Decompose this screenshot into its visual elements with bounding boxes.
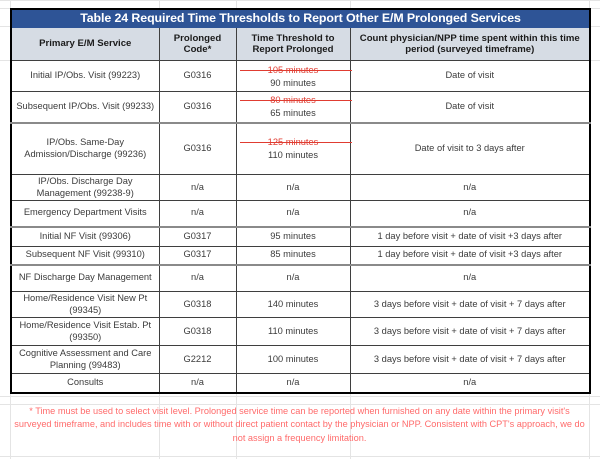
prolonged-services-table: Table 24 Required Time Thresholds to Rep… <box>10 8 592 394</box>
table-container: Table 24 Required Time Thresholds to Rep… <box>10 8 592 445</box>
column-header-prolonged-code: Prolonged Code* <box>158 27 237 61</box>
cell-threshold: 105 minutes 90 minutes <box>235 60 352 92</box>
cell-count-period: n/a <box>349 264 591 292</box>
table-body: Initial IP/Obs. Visit (99223) G0316 105 … <box>10 60 591 393</box>
cell-threshold: n/a <box>235 174 351 201</box>
cell-threshold: 85 minutes <box>235 246 351 266</box>
table-row: Cognitive Assessment and Care Planning (… <box>10 345 591 374</box>
cell-threshold: 140 minutes <box>235 291 351 318</box>
table-title-row: Table 24 Required Time Thresholds to Rep… <box>10 8 591 28</box>
column-header-count-period: Count physician/NPP time spent within th… <box>349 27 591 61</box>
cell-code: G0318 <box>158 291 237 318</box>
cell-count-period: 1 day before visit + date of visit +3 da… <box>349 225 591 247</box>
cell-count-period: 3 days before visit + date of visit + 7 … <box>349 345 591 374</box>
cell-count-period: Date of visit to 3 days after <box>349 121 591 175</box>
table-title: Table 24 Required Time Thresholds to Rep… <box>10 8 591 28</box>
cell-threshold: n/a <box>235 200 351 227</box>
cell-code: G0317 <box>158 225 237 247</box>
cell-code: G0317 <box>158 246 237 266</box>
threshold-old-value: 80 minutes <box>237 94 352 106</box>
cell-service: IP/Obs. Discharge Day Management (99238-… <box>10 174 160 201</box>
cell-threshold: 110 minutes <box>235 317 351 346</box>
table-row: NF Discharge Day Management n/a n/a n/a <box>10 264 591 292</box>
cell-service: Subsequent IP/Obs. Visit (99233) <box>10 91 160 123</box>
cell-count-period: n/a <box>349 174 591 201</box>
column-header-primary-service: Primary E/M Service <box>10 27 160 61</box>
cell-threshold: 125 minutes 110 minutes <box>235 121 352 175</box>
cell-count-period: 1 day before visit + date of visit +3 da… <box>349 246 591 266</box>
cell-code: n/a <box>158 200 237 227</box>
cell-count-period: 3 days before visit + date of visit + 7 … <box>349 317 591 346</box>
cell-threshold: n/a <box>235 264 351 292</box>
cell-count-period: n/a <box>349 200 591 227</box>
cell-code: G0316 <box>158 60 237 92</box>
table-footnote: * Time must be used to select visit leve… <box>14 405 585 443</box>
cell-code: n/a <box>158 264 237 292</box>
table-row: Initial NF Visit (99306) G0317 95 minute… <box>10 225 591 247</box>
cell-code: G0316 <box>158 91 237 123</box>
cell-count-period: Date of visit <box>349 91 591 123</box>
cell-service: Home/Residence Visit New Pt (99345) <box>10 291 160 318</box>
cell-service: NF Discharge Day Management <box>10 264 160 292</box>
cell-service: Initial NF Visit (99306) <box>10 225 160 247</box>
cell-service: Subsequent NF Visit (99310) <box>10 246 160 266</box>
cell-service: Consults <box>10 373 160 393</box>
cell-count-period: 3 days before visit + date of visit + 7 … <box>349 291 591 318</box>
cell-count-period: Date of visit <box>349 60 591 92</box>
cell-service: IP/Obs. Same-Day Admission/Discharge (99… <box>10 121 160 175</box>
column-header-time-threshold: Time Threshold to Report Prolonged <box>235 27 351 61</box>
table-row: IP/Obs. Same-Day Admission/Discharge (99… <box>10 121 591 175</box>
threshold-new-value: 90 minutes <box>270 77 316 88</box>
table-row: IP/Obs. Discharge Day Management (99238-… <box>10 174 591 201</box>
cell-code: G2212 <box>158 345 237 374</box>
cell-service: Emergency Department Visits <box>10 200 160 227</box>
grid-row-line <box>0 0 600 1</box>
table-row: Home/Residence Visit New Pt (99345) G031… <box>10 291 591 318</box>
threshold-new-value: 110 minutes <box>268 150 318 161</box>
cell-threshold: 100 minutes <box>235 345 351 374</box>
table-row: Subsequent IP/Obs. Visit (99233) G0316 8… <box>10 91 591 123</box>
table-row: Subsequent NF Visit (99310) G0317 85 min… <box>10 246 591 266</box>
table-row: Initial IP/Obs. Visit (99223) G0316 105 … <box>10 60 591 92</box>
grid-row-line <box>0 456 600 457</box>
threshold-new-value: 65 minutes <box>270 108 316 119</box>
cell-count-period: n/a <box>349 373 591 393</box>
cell-service: Home/Residence Visit Estab. Pt (99350) <box>10 317 160 346</box>
cell-code: n/a <box>158 373 237 393</box>
table-header-row: Primary E/M Service Prolonged Code* Time… <box>10 27 591 61</box>
threshold-old-value: 105 minutes <box>237 64 352 76</box>
cell-code: G0318 <box>158 317 237 346</box>
table-row: Home/Residence Visit Estab. Pt (99350) G… <box>10 317 591 346</box>
cell-threshold: n/a <box>235 373 351 393</box>
cell-service: Initial IP/Obs. Visit (99223) <box>10 60 160 92</box>
table-row: Emergency Department Visits n/a n/a n/a <box>10 200 591 227</box>
cell-threshold: 95 minutes <box>235 225 351 247</box>
threshold-old-value: 125 minutes <box>237 136 352 148</box>
cell-code: G0316 <box>158 121 237 175</box>
cell-threshold: 80 minutes 65 minutes <box>235 91 352 123</box>
table-row: Consults n/a n/a n/a <box>10 373 591 393</box>
cell-service: Cognitive Assessment and Care Planning (… <box>10 345 160 374</box>
cell-code: n/a <box>158 174 237 201</box>
